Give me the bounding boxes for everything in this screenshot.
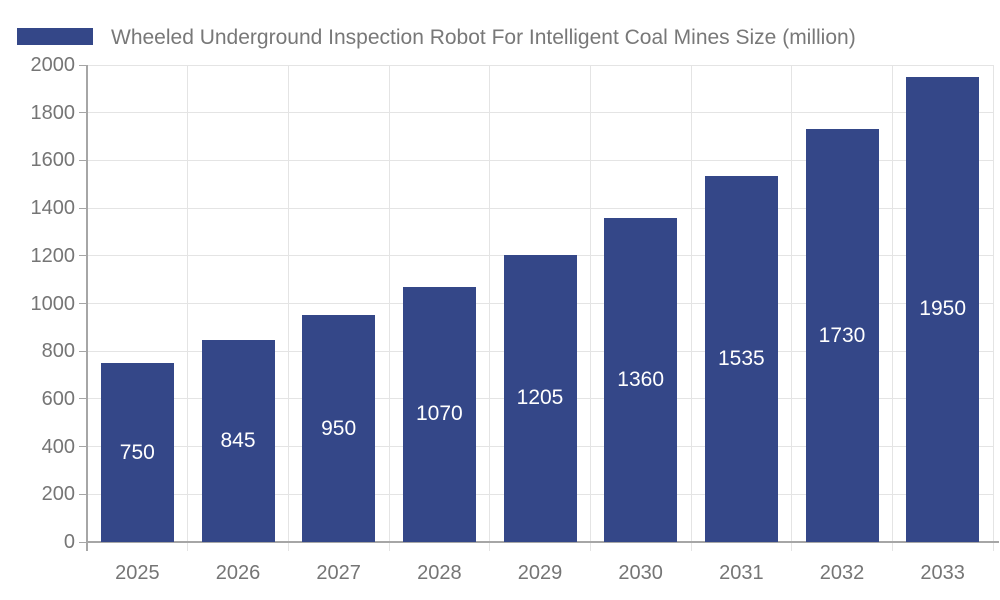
y-tick-label: 800 — [41, 340, 75, 363]
y-tick-label: 0 — [63, 531, 75, 553]
y-tick — [79, 112, 87, 114]
y-tick-label: 1800 — [30, 101, 76, 124]
bar-value-label: 1950 — [919, 297, 967, 320]
y-tick — [79, 398, 87, 400]
x-tick-label: 2033 — [920, 562, 965, 584]
bar — [806, 129, 879, 542]
x-tick-label: 2026 — [215, 562, 261, 584]
x-tick-label: 2028 — [417, 562, 462, 584]
v-gridline — [489, 65, 491, 551]
bar — [705, 175, 778, 542]
x-tick-label: 2030 — [618, 562, 663, 584]
y-tick — [79, 493, 87, 495]
v-gridline — [287, 65, 289, 551]
bar — [403, 286, 476, 542]
bar-value-label: 1730 — [818, 324, 866, 347]
y-tick — [79, 159, 87, 161]
chart-title: Wheeled Underground Inspection Robot For… — [111, 26, 856, 49]
v-gridline — [992, 65, 994, 551]
y-tick-label: 400 — [41, 435, 75, 458]
bar-value-label: 1360 — [617, 368, 665, 391]
y-tick-label: 1200 — [30, 244, 76, 267]
bar — [906, 76, 979, 542]
bar — [202, 340, 275, 542]
v-gridline — [690, 65, 692, 551]
x-axis-line — [87, 541, 999, 543]
x-tick-label: 2029 — [517, 562, 563, 584]
x-tick-label: 2027 — [316, 562, 361, 584]
bar-value-label: 1070 — [415, 402, 463, 425]
h-gridline — [87, 64, 993, 66]
legend: Wheeled Underground Inspection Robot For… — [0, 0, 1000, 58]
bar-value-label: 1205 — [516, 386, 564, 409]
bar-value-label: 950 — [321, 417, 357, 440]
x-tick-label: 2032 — [819, 562, 865, 584]
v-gridline — [388, 65, 390, 551]
bar — [604, 217, 677, 542]
y-axis-line — [86, 65, 88, 551]
v-gridline — [791, 65, 793, 551]
y-tick-label: 1000 — [30, 292, 76, 315]
y-tick-label: 600 — [41, 387, 75, 410]
y-tick — [79, 255, 87, 257]
h-gridline — [87, 207, 993, 209]
y-tick-label: 2000 — [30, 54, 76, 76]
legend-swatch — [17, 28, 93, 45]
v-gridline — [589, 65, 591, 551]
y-tick-label: 200 — [41, 483, 75, 506]
bar — [504, 254, 577, 542]
h-gridline — [87, 159, 993, 161]
y-tick — [79, 541, 87, 543]
y-tick — [79, 350, 87, 352]
x-tick-label: 2025 — [115, 562, 160, 584]
bar — [302, 315, 375, 542]
y-tick-label: 1400 — [30, 197, 76, 220]
bar-value-label: 750 — [119, 441, 155, 464]
y-tick — [79, 64, 87, 66]
y-tick — [79, 446, 87, 448]
bar — [101, 363, 174, 542]
bar-value-label: 845 — [220, 429, 256, 452]
y-tick-label: 1600 — [30, 149, 76, 172]
y-tick — [79, 207, 87, 209]
y-tick — [79, 303, 87, 304]
x-tick-label: 2031 — [719, 562, 764, 584]
v-gridline — [187, 65, 189, 551]
v-gridline — [891, 65, 893, 551]
bar-value-label: 1535 — [717, 347, 765, 370]
h-gridline — [87, 112, 993, 114]
